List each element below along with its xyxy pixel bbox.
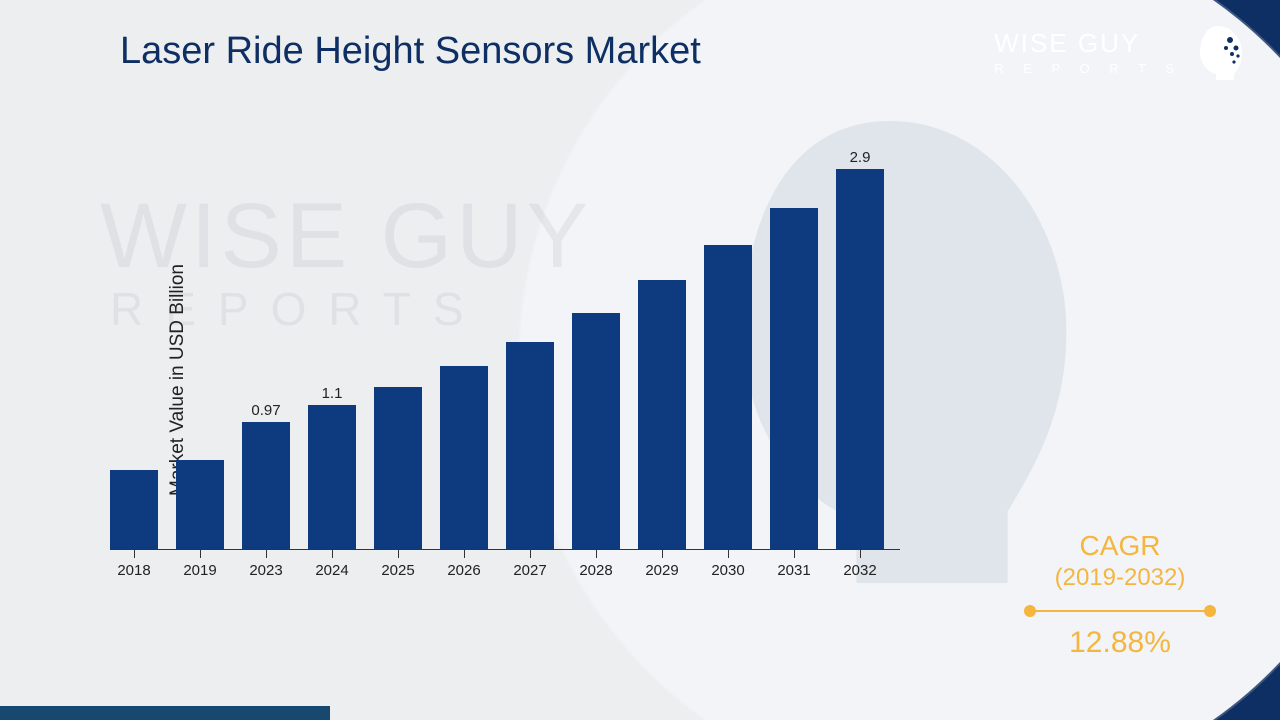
brand-sub-text: R E P O R T S xyxy=(994,61,1182,76)
cagr-value: 12.88% xyxy=(1000,626,1240,660)
brand-logo: WISE GUY R E P O R T S xyxy=(994,22,1250,82)
bar-value-label: 1.1 xyxy=(308,385,356,402)
x-tick xyxy=(662,550,663,558)
x-axis-line xyxy=(110,549,900,550)
bar xyxy=(374,387,422,549)
bar xyxy=(572,313,620,549)
x-tick xyxy=(530,550,531,558)
bar-value-label: 0.97 xyxy=(242,402,290,419)
x-tick xyxy=(728,550,729,558)
bar xyxy=(242,422,290,549)
plot-area: 201820190.9720231.1202420252026202720282… xyxy=(110,170,900,550)
x-tick xyxy=(200,550,201,558)
bar xyxy=(110,470,158,549)
x-axis-label: 2032 xyxy=(830,562,890,579)
bar xyxy=(836,169,884,549)
x-tick xyxy=(398,550,399,558)
bar xyxy=(176,460,224,549)
bar xyxy=(770,208,818,549)
x-tick xyxy=(266,550,267,558)
x-tick xyxy=(794,550,795,558)
bar-chart: Market Value in USD Billion 201820190.97… xyxy=(80,170,900,590)
x-tick xyxy=(464,550,465,558)
x-tick xyxy=(134,550,135,558)
cagr-divider xyxy=(1030,610,1210,612)
brand-main-text: WISE GUY xyxy=(994,28,1140,58)
bar xyxy=(308,405,356,549)
bar xyxy=(440,366,488,549)
x-axis-label: 2031 xyxy=(764,562,824,579)
x-axis-label: 2019 xyxy=(170,562,230,579)
x-axis-label: 2027 xyxy=(500,562,560,579)
x-axis-label: 2024 xyxy=(302,562,362,579)
footer-accent-bar xyxy=(0,706,330,720)
chart-title: Laser Ride Height Sensors Market xyxy=(120,30,701,73)
bar xyxy=(506,342,554,549)
bar xyxy=(704,245,752,549)
x-axis-label: 2025 xyxy=(368,562,428,579)
x-axis-label: 2028 xyxy=(566,562,626,579)
infographic-canvas: WISE GUY R E P O R T S Laser Ride Height… xyxy=(0,0,1280,720)
cagr-callout: CAGR (2019-2032) 12.88% xyxy=(1000,530,1240,660)
x-axis-label: 2029 xyxy=(632,562,692,579)
x-tick xyxy=(332,550,333,558)
x-axis-label: 2018 xyxy=(104,562,164,579)
bar-value-label: 2.9 xyxy=(836,149,884,166)
cagr-period: (2019-2032) xyxy=(1000,564,1240,592)
bar xyxy=(638,280,686,549)
x-tick xyxy=(860,550,861,558)
x-axis-label: 2030 xyxy=(698,562,758,579)
x-tick xyxy=(596,550,597,558)
x-axis-label: 2023 xyxy=(236,562,296,579)
cagr-label: CAGR xyxy=(1000,530,1240,562)
x-axis-label: 2026 xyxy=(434,562,494,579)
brand-head-icon xyxy=(1190,22,1250,82)
